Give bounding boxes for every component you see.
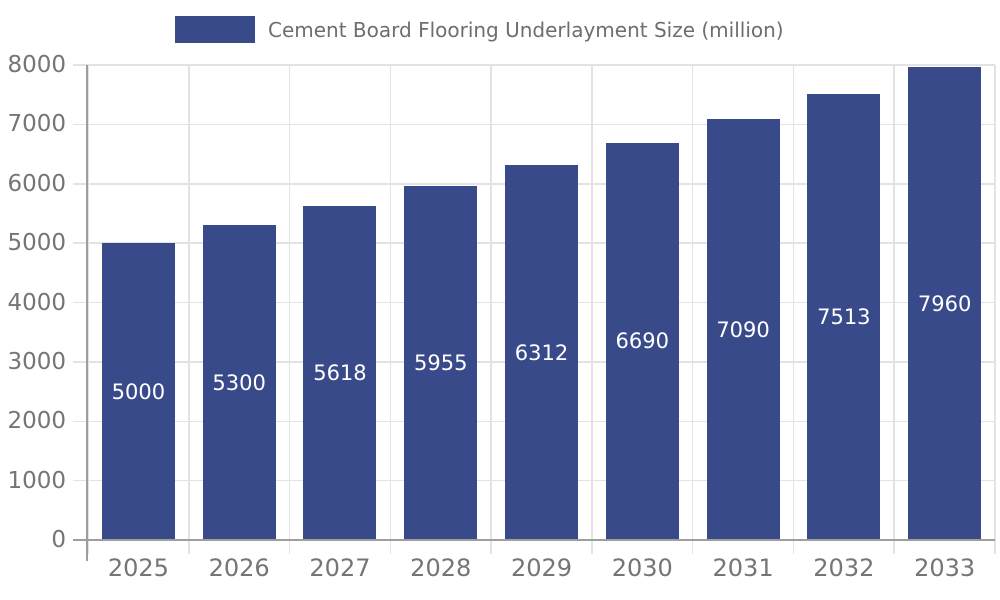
- y-axis-tick-label: 1000: [7, 467, 66, 494]
- bar: 5300: [202, 225, 276, 540]
- gridline-vertical: [490, 65, 492, 554]
- y-axis-tick-label: 0: [51, 527, 66, 553]
- x-axis-tick-label: 2030: [611, 554, 673, 582]
- bar-value-label: 7513: [817, 304, 871, 329]
- chart-legend[interactable]: Cement Board Flooring Underlayment Size …: [175, 16, 784, 43]
- bar-value-label: 5000: [111, 379, 166, 404]
- bar: 7513: [807, 93, 881, 540]
- x-axis-line: [73, 538, 995, 541]
- bar-value-label: 7960: [917, 291, 972, 316]
- y-axis-line: [86, 65, 88, 561]
- bar-value-label: 5300: [212, 370, 266, 395]
- gridline-vertical: [188, 65, 190, 554]
- y-axis-tick-label: 3000: [7, 348, 66, 375]
- bar: 7960: [908, 67, 982, 540]
- x-axis-tick-label: 2033: [914, 554, 976, 582]
- y-axis-tick-label: 2000: [7, 408, 66, 435]
- legend-swatch-icon: [175, 16, 255, 43]
- y-axis-tick-label: 7000: [7, 111, 66, 138]
- bar-value-label: 6690: [615, 329, 669, 354]
- y-axis-tick-label: 8000: [7, 52, 66, 78]
- gridline-vertical: [893, 65, 895, 554]
- x-axis-tick-label: 2025: [107, 554, 169, 582]
- x-axis-tick-label: 2026: [208, 554, 270, 582]
- gridline-horizontal: [73, 123, 995, 126]
- x-axis-tick-label: 2028: [410, 554, 472, 582]
- bar: 5955: [404, 186, 478, 540]
- bar-value-label: 5618: [313, 361, 367, 386]
- bar-value-label: 5955: [413, 351, 468, 376]
- gridline-vertical: [389, 65, 392, 554]
- y-axis-tick-label: 6000: [7, 170, 66, 197]
- y-axis-tick-label: 4000: [7, 289, 66, 316]
- bar: 6312: [505, 165, 578, 540]
- gridline-vertical: [792, 65, 795, 554]
- gridline-vertical: [591, 65, 593, 554]
- bar-value-label: 7090: [716, 317, 770, 342]
- bar: 6690: [605, 142, 679, 540]
- gridline-vertical: [288, 65, 291, 554]
- gridline-vertical: [994, 65, 996, 554]
- gridline-vertical: [691, 65, 694, 554]
- x-axis-tick-label: 2032: [813, 554, 875, 582]
- x-axis-tick-label: 2027: [309, 554, 371, 582]
- bar-value-label: 6312: [514, 340, 569, 365]
- y-axis-tick-label: 5000: [7, 230, 66, 257]
- bar: 5000: [101, 243, 175, 540]
- x-axis-tick-label: 2031: [712, 554, 774, 582]
- legend-label: Cement Board Flooring Underlayment Size …: [268, 17, 784, 42]
- bar: 7090: [706, 119, 780, 540]
- gridline-horizontal: [73, 64, 995, 66]
- x-axis-tick-label: 2029: [510, 554, 573, 582]
- gridline-vertical: [87, 65, 89, 554]
- bar: 5618: [303, 206, 377, 540]
- plot-area: 0 1000 2000 3000 4000 5000 6000 7000 8000 5000 202…: [7, 52, 996, 582]
